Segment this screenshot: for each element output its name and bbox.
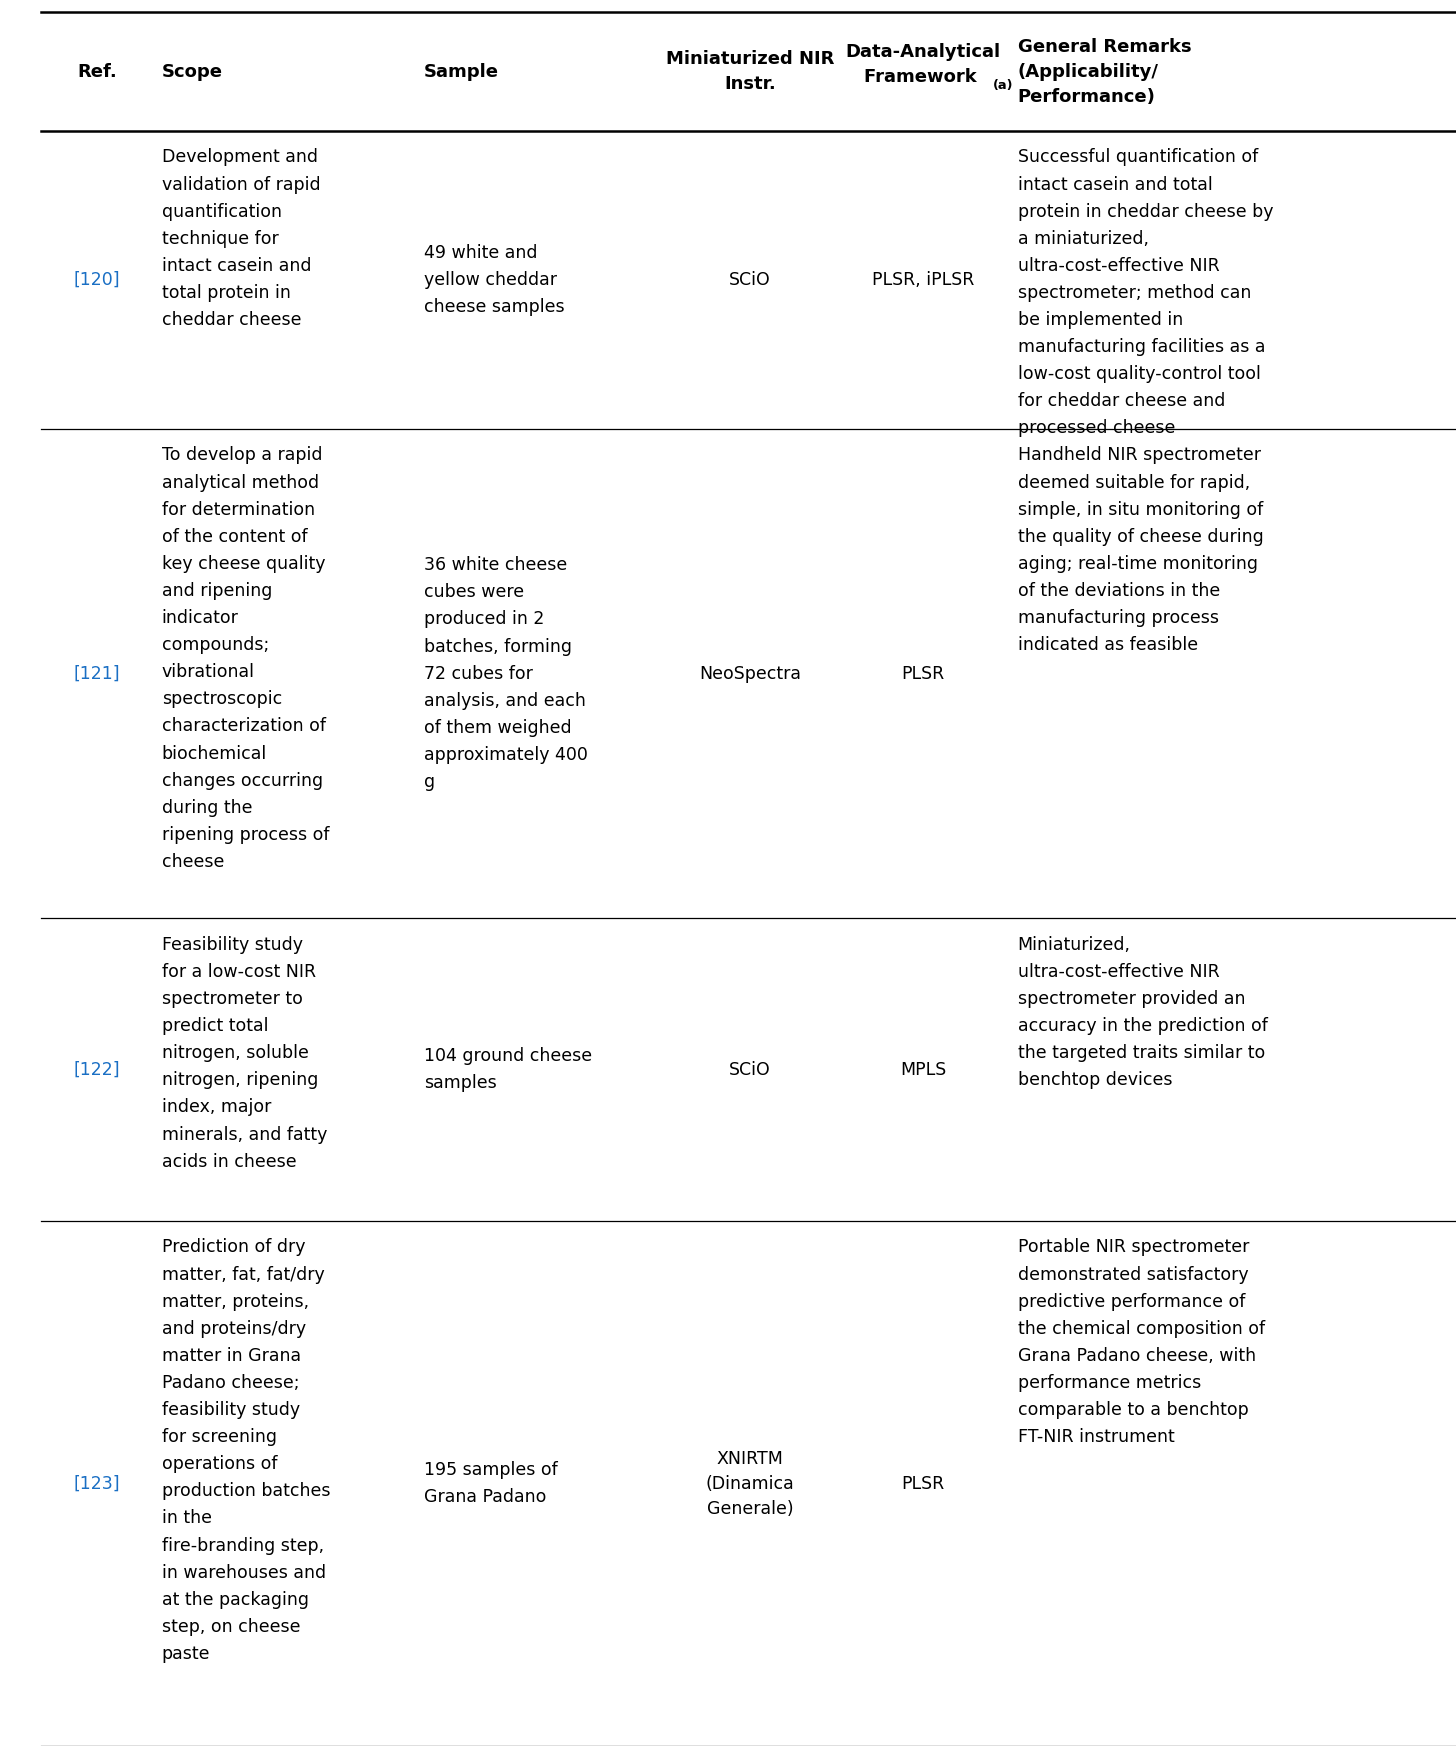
Text: PLSR, iPLSR: PLSR, iPLSR — [872, 271, 974, 288]
Text: To develop a rapid
analytical method
for determination
of the content of
key che: To develop a rapid analytical method for… — [162, 447, 329, 871]
Text: 49 white and
yellow cheddar
cheese samples: 49 white and yellow cheddar cheese sampl… — [424, 244, 565, 316]
Text: [121]: [121] — [73, 665, 121, 683]
Text: PLSR: PLSR — [901, 1475, 945, 1493]
Text: [122]: [122] — [73, 1062, 121, 1079]
Text: 195 samples of
Grana Padano: 195 samples of Grana Padano — [424, 1461, 558, 1507]
Text: [123]: [123] — [73, 1475, 121, 1493]
Text: General Remarks
(Applicability/
Performance): General Remarks (Applicability/ Performa… — [1018, 38, 1191, 105]
Text: PLSR: PLSR — [901, 665, 945, 683]
Text: SCiO: SCiO — [729, 1062, 770, 1079]
Text: Handheld NIR spectrometer
deemed suitable for rapid,
simple, in situ monitoring : Handheld NIR spectrometer deemed suitabl… — [1018, 447, 1264, 655]
Text: Data-Analytical
Framework: Data-Analytical Framework — [846, 44, 1000, 86]
Text: SCiO: SCiO — [729, 271, 770, 288]
Text: Miniaturized NIR
Instr.: Miniaturized NIR Instr. — [665, 51, 834, 93]
Text: Prediction of dry
matter, fat, fat/dry
matter, proteins,
and proteins/dry
matter: Prediction of dry matter, fat, fat/dry m… — [162, 1238, 331, 1662]
Text: Development and
validation of rapid
quantification
technique for
intact casein a: Development and validation of rapid quan… — [162, 148, 320, 328]
Text: Portable NIR spectrometer
demonstrated satisfactory
predictive performance of
th: Portable NIR spectrometer demonstrated s… — [1018, 1238, 1265, 1446]
Text: Scope: Scope — [162, 63, 223, 80]
Text: 36 white cheese
cubes were
produced in 2
batches, forming
72 cubes for
analysis,: 36 white cheese cubes were produced in 2… — [424, 557, 588, 791]
Text: Ref.: Ref. — [77, 63, 116, 80]
Text: 104 ground cheese
samples: 104 ground cheese samples — [424, 1048, 591, 1093]
Text: (a): (a) — [993, 79, 1013, 93]
Text: Miniaturized,
ultra-cost-effective NIR
spectrometer provided an
accuracy in the : Miniaturized, ultra-cost-effective NIR s… — [1018, 936, 1268, 1090]
Text: NeoSpectra: NeoSpectra — [699, 665, 801, 683]
Text: [120]: [120] — [73, 271, 121, 288]
Text: XNIRTM
(Dinamica
Generale): XNIRTM (Dinamica Generale) — [706, 1449, 794, 1517]
Text: Feasibility study
for a low-cost NIR
spectrometer to
predict total
nitrogen, sol: Feasibility study for a low-cost NIR spe… — [162, 936, 328, 1170]
Text: Sample: Sample — [424, 63, 499, 80]
Text: MPLS: MPLS — [900, 1062, 946, 1079]
Text: Successful quantification of
intact casein and total
protein in cheddar cheese b: Successful quantification of intact case… — [1018, 148, 1273, 438]
